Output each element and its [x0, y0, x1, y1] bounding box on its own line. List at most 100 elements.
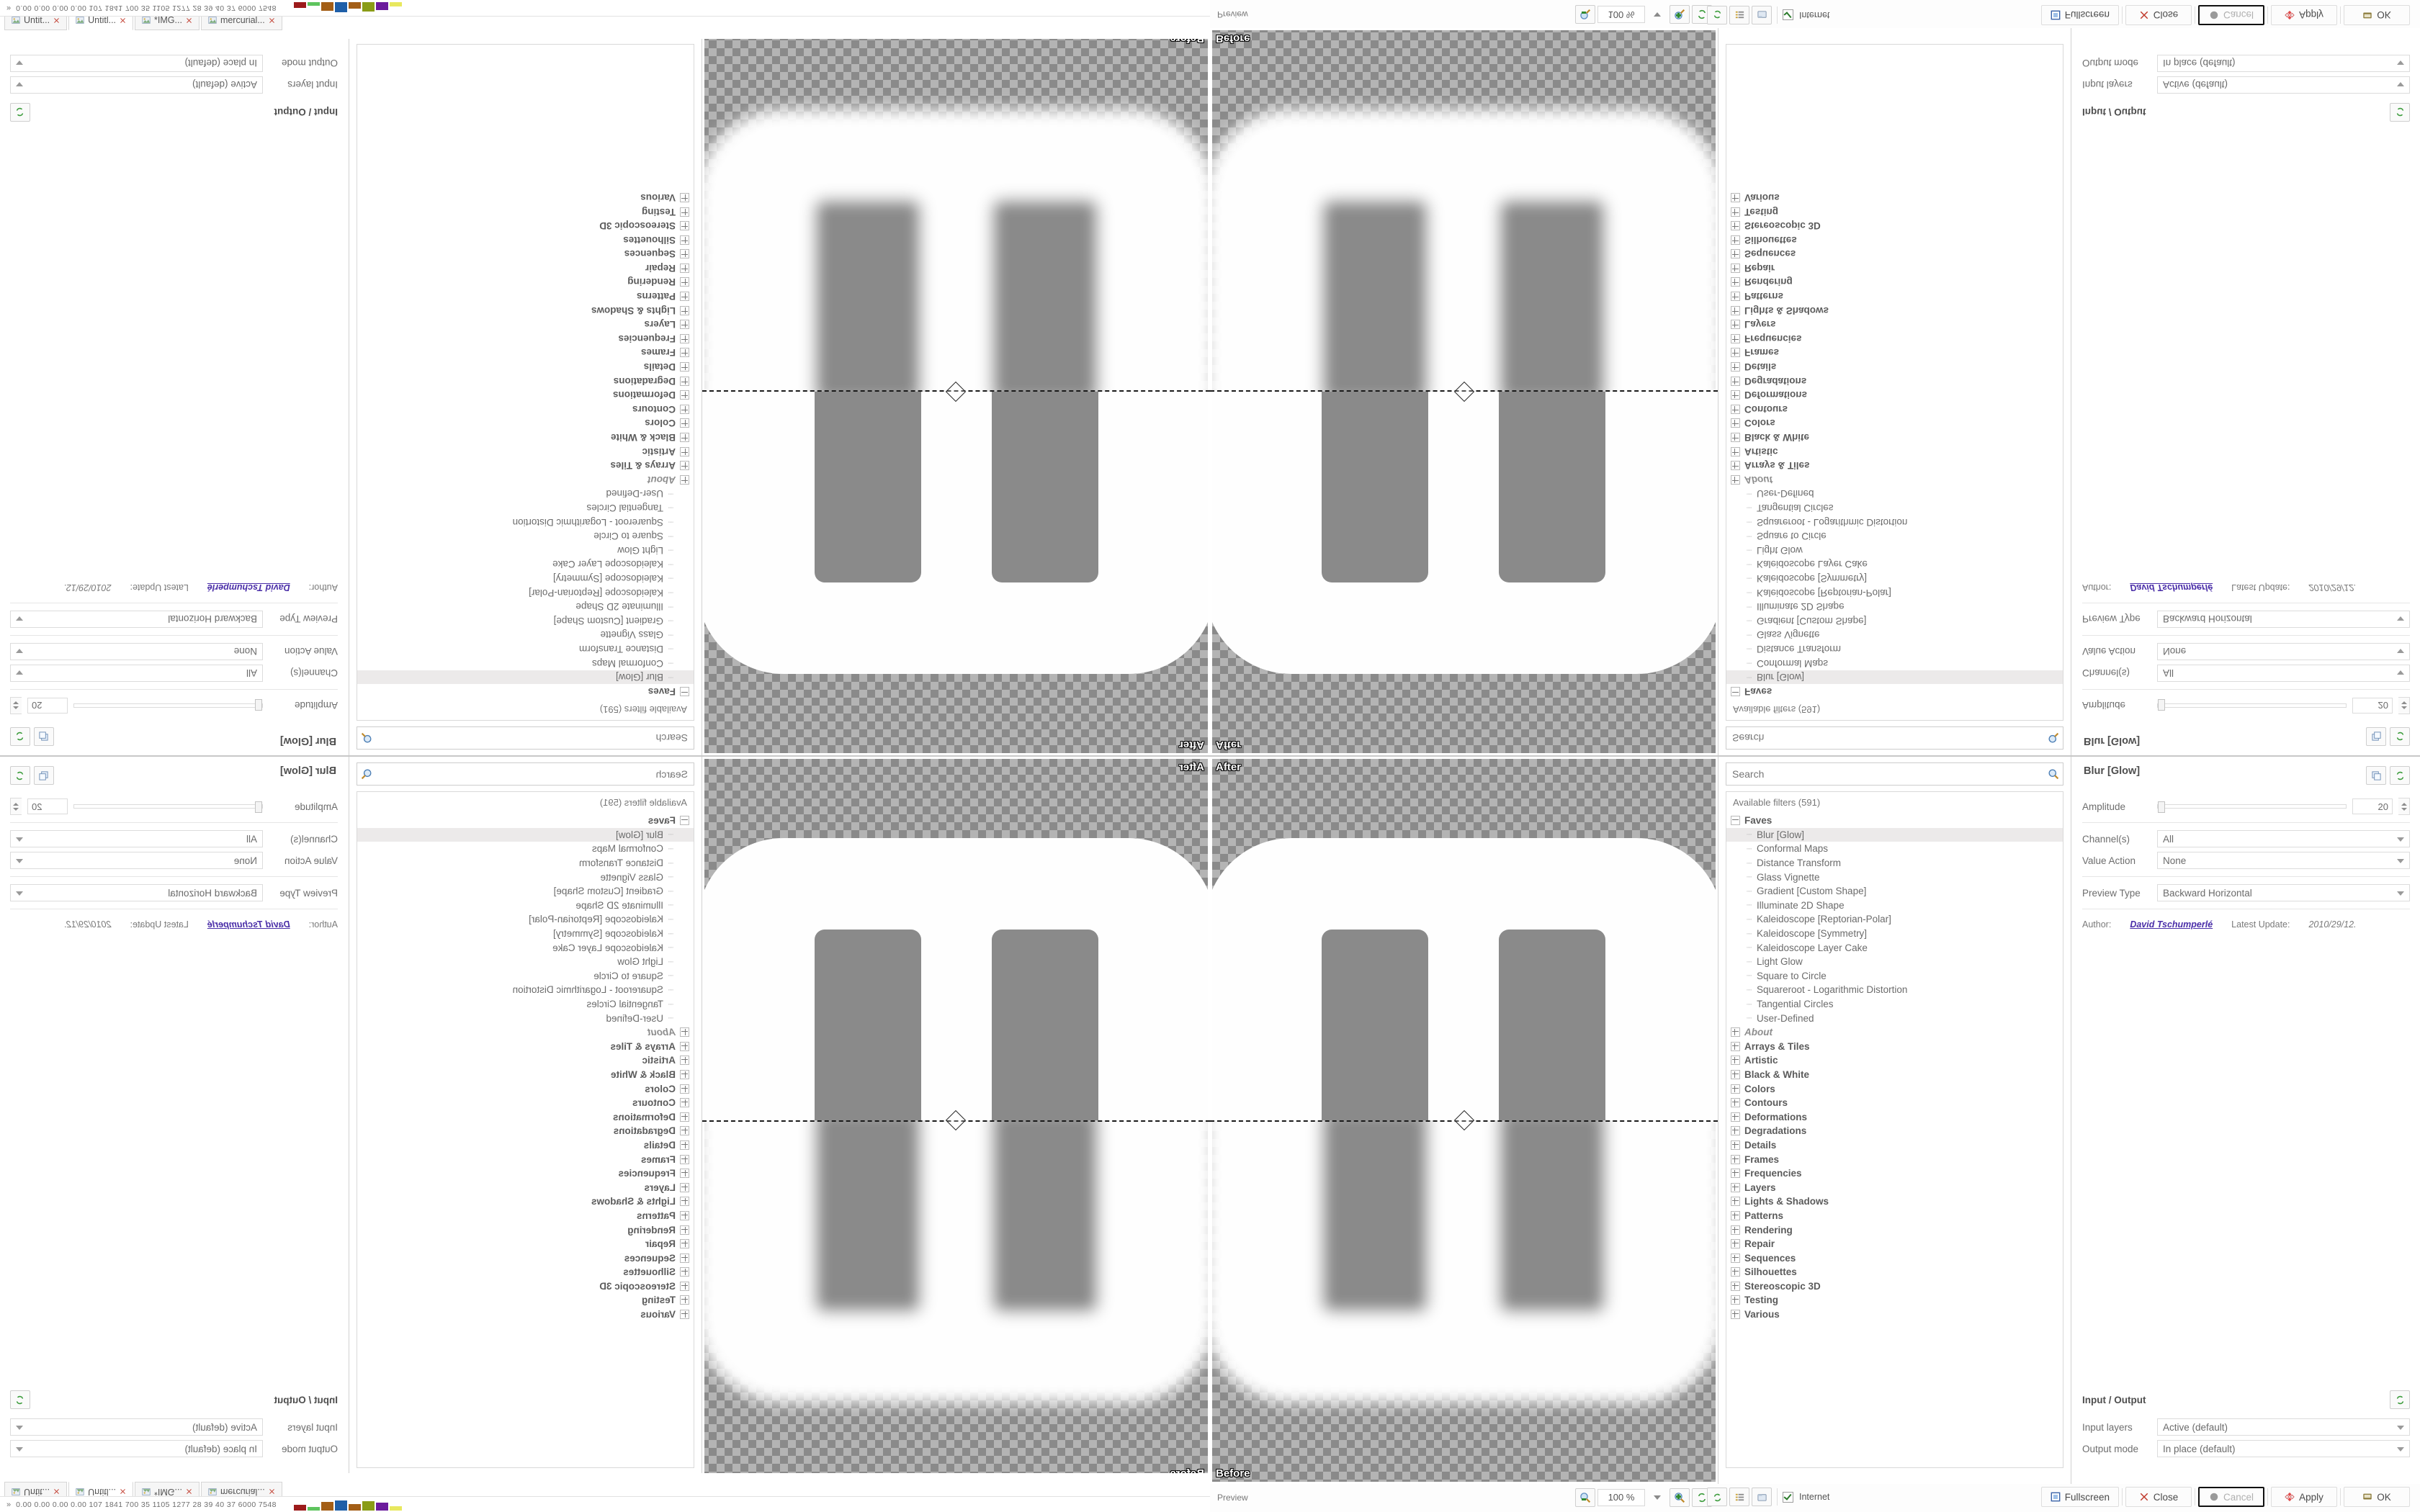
- value-action-select[interactable]: None: [10, 643, 263, 660]
- input-layers-select[interactable]: Active (default): [10, 76, 263, 94]
- expand-icon[interactable]: [1731, 474, 1740, 485]
- filter-category[interactable]: Details: [357, 1138, 694, 1153]
- param-amplitude[interactable]: Amplitude 20: [10, 695, 338, 716]
- cancel-button[interactable]: Cancel: [2198, 5, 2264, 25]
- filter-item[interactable]: ┈ Gradient [Custom Shape]: [357, 613, 694, 628]
- search-row[interactable]: [357, 726, 694, 750]
- cancel-button[interactable]: Cancel: [2198, 1487, 2264, 1507]
- filter-item[interactable]: ┈ Kaleidoscope Layer Cake: [357, 940, 694, 955]
- search-button[interactable]: [2044, 728, 2063, 748]
- expand-icon[interactable]: »: [6, 1500, 12, 1509]
- filter-category[interactable]: Testing: [357, 204, 694, 219]
- expand-icon[interactable]: [1731, 305, 1740, 315]
- color-swatch[interactable]: [375, 1503, 388, 1511]
- filter-category[interactable]: Contours: [1726, 1096, 2063, 1110]
- search-input[interactable]: [1726, 768, 2044, 780]
- expand-icon[interactable]: [680, 418, 689, 428]
- filter-category[interactable]: Frames: [1726, 346, 2063, 360]
- filter-item[interactable]: ┈ Tangential Circles: [1726, 501, 2063, 516]
- filter-category[interactable]: Lights & Shadows: [357, 1194, 694, 1209]
- channels-select[interactable]: All: [2157, 665, 2410, 682]
- color-swatch[interactable]: [348, 2, 361, 9]
- close-button[interactable]: Close: [2125, 5, 2192, 25]
- list-view-button[interactable]: [1729, 1488, 1749, 1506]
- slider-knob[interactable]: [255, 699, 262, 711]
- filter-item[interactable]: ┈ Kaleidoscope [Symmetry]: [1726, 572, 2063, 586]
- expand-icon[interactable]: [680, 221, 689, 231]
- filter-category[interactable]: Various: [357, 191, 694, 205]
- expand-icon[interactable]: [1731, 1182, 1740, 1192]
- filter-category[interactable]: Details: [1726, 360, 2063, 374]
- filter-item[interactable]: ┈ Kaleidoscope [Reptorian-Polar]: [1726, 585, 2063, 600]
- expand-icon[interactable]: [1731, 461, 1740, 471]
- search-row[interactable]: [1726, 726, 2063, 750]
- color-swatch[interactable]: [321, 1502, 333, 1511]
- filter-category[interactable]: Silhouettes: [1726, 233, 2063, 247]
- expand-icon[interactable]: [1731, 292, 1740, 302]
- filter-item[interactable]: ┈ Blur [Glow]: [357, 827, 694, 842]
- filter-item[interactable]: ┈ Blur [Glow]: [357, 670, 694, 685]
- amplitude-slider[interactable]: [73, 699, 263, 711]
- expand-icon[interactable]: [1731, 1027, 1740, 1038]
- filter-item[interactable]: ┈ Kaleidoscope [Reptorian-Polar]: [357, 585, 694, 600]
- filter-item[interactable]: ┈ Light Glow: [357, 955, 694, 969]
- filter-category[interactable]: Degradations: [1726, 1124, 2063, 1138]
- color-swatch[interactable]: [348, 1504, 361, 1511]
- filter-item[interactable]: ┈ User-Defined: [1726, 487, 2063, 501]
- expand-icon[interactable]: [680, 461, 689, 471]
- filter-category[interactable]: Stereoscopic 3D: [1726, 219, 2063, 233]
- input-layers-select[interactable]: Active (default): [2157, 76, 2410, 94]
- output-mode-select[interactable]: In place (default): [10, 1440, 263, 1457]
- expand-icon[interactable]: [1731, 1112, 1740, 1122]
- filter-item[interactable]: ┈ Square to Circle: [1726, 969, 2063, 984]
- filter-category[interactable]: Artistic: [1726, 444, 2063, 459]
- expand-icon[interactable]: [680, 1225, 689, 1235]
- fullscreen-button[interactable]: Fullscreen: [2040, 1487, 2119, 1507]
- expand-icon[interactable]: [680, 390, 689, 400]
- expand-icon[interactable]: [680, 292, 689, 302]
- expand-icon[interactable]: [1731, 348, 1740, 358]
- filter-category[interactable]: Repair: [1726, 1237, 2063, 1251]
- add-fave-button[interactable]: [1707, 1488, 1727, 1506]
- search-input[interactable]: [376, 768, 694, 780]
- preview-pane[interactable]: After Before: [702, 757, 1210, 1484]
- expand-icon[interactable]: [680, 333, 689, 343]
- filter-category[interactable]: Stereoscopic 3D: [357, 1279, 694, 1294]
- filter-category[interactable]: Silhouettes: [357, 233, 694, 247]
- channels-select[interactable]: All: [2157, 830, 2410, 847]
- io-reset-button[interactable]: [2390, 103, 2410, 122]
- search-row[interactable]: [357, 762, 694, 786]
- filter-category[interactable]: Lights & Shadows: [1726, 1194, 2063, 1209]
- filter-tree[interactable]: Faves ┈ Blur [Glow] ┈ Conformal Maps ┈ Distan…: [357, 44, 694, 700]
- reset-parameters-button[interactable]: [2390, 727, 2410, 746]
- filter-category[interactable]: Colors: [357, 1081, 694, 1096]
- author-name-link[interactable]: David Tschumperlé: [207, 919, 290, 930]
- filter-category[interactable]: Colors: [357, 416, 694, 431]
- zoom-in-button[interactable]: [1670, 1488, 1690, 1507]
- close-icon[interactable]: [186, 1489, 192, 1495]
- filter-item[interactable]: ┈ Gradient [Custom Shape]: [357, 884, 694, 899]
- color-swatch[interactable]: [375, 2, 388, 10]
- manage-faves-button[interactable]: [1752, 1488, 1772, 1506]
- author-name-link[interactable]: David Tschumperlé: [2130, 919, 2213, 930]
- filter-item[interactable]: ┈ Distance Transform: [1726, 642, 2063, 657]
- filter-category[interactable]: Layers: [357, 318, 694, 332]
- filter-category[interactable]: Silhouettes: [357, 1265, 694, 1279]
- ok-button[interactable]: OK: [2344, 5, 2410, 25]
- expand-icon[interactable]: [1731, 1253, 1740, 1263]
- expand-icon[interactable]: [1731, 1084, 1740, 1094]
- ok-button[interactable]: OK: [2344, 1487, 2410, 1507]
- author-name-link[interactable]: David Tschumperlé: [207, 582, 290, 593]
- filter-item[interactable]: ┈ Kaleidoscope [Symmetry]: [357, 572, 694, 586]
- filter-item[interactable]: ┈ Gradient [Custom Shape]: [1726, 884, 2063, 899]
- color-swatch[interactable]: [293, 2, 306, 8]
- preview-type-select[interactable]: Backward Horizontal: [2157, 884, 2410, 901]
- filter-item[interactable]: ┈ Illuminate 2D Shape: [357, 899, 694, 913]
- filter-item[interactable]: ┈ Kaleidoscope [Symmetry]: [1726, 927, 2063, 941]
- filter-item[interactable]: ┈ Conformal Maps: [357, 842, 694, 856]
- search-button[interactable]: [357, 728, 376, 748]
- value-action-select[interactable]: None: [10, 852, 263, 869]
- filter-group-faves[interactable]: Faves: [357, 684, 694, 698]
- color-swatches[interactable]: [293, 1499, 402, 1511]
- expand-icon[interactable]: [1731, 1140, 1740, 1150]
